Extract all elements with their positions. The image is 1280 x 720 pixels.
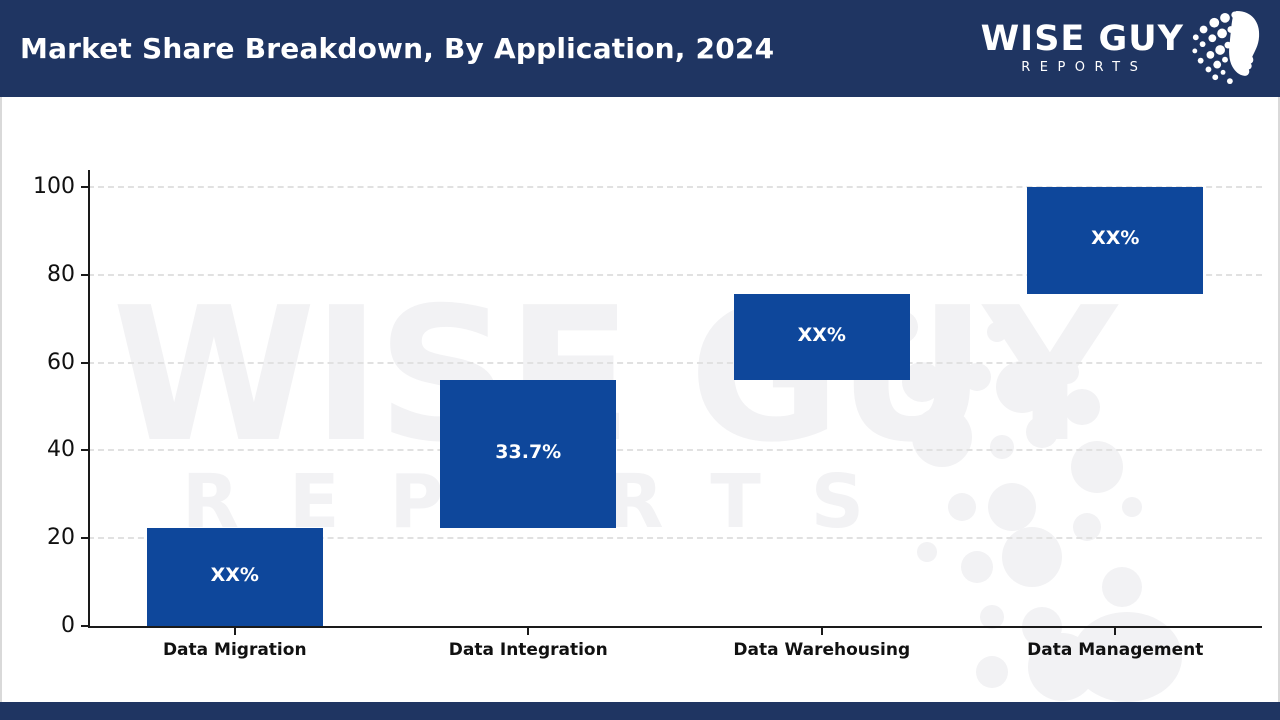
y-tick <box>81 186 88 188</box>
bar <box>1027 187 1204 294</box>
logo-face-icon <box>1192 10 1260 84</box>
gridline <box>88 449 1262 452</box>
x-category-label: Data Management <box>1027 640 1204 660</box>
bar-value-label: XX% <box>797 323 846 346</box>
y-tick-label: 100 <box>33 174 75 199</box>
bar-value-label: XX% <box>1091 227 1140 250</box>
x-tick <box>233 628 236 635</box>
y-tick-label: 60 <box>47 349 75 375</box>
y-tick <box>81 449 88 452</box>
x-category-label: Data Warehousing <box>733 640 911 660</box>
y-axis <box>88 170 90 628</box>
y-tick-label: 40 <box>47 437 75 463</box>
x-tick <box>527 628 530 635</box>
x-tick <box>1114 628 1117 635</box>
gridline <box>88 186 1262 188</box>
bar <box>440 379 617 528</box>
footer-bar <box>0 702 1280 720</box>
bar-value-label: XX% <box>210 563 259 586</box>
y-tick <box>81 625 88 627</box>
gridline <box>88 361 1262 364</box>
gridline <box>88 273 1262 276</box>
x-category-label: Data Migration <box>162 640 307 660</box>
x-axis <box>88 626 1262 628</box>
logo-name: WISE GUY <box>980 19 1184 59</box>
watermark-dots-icon <box>785 311 1182 702</box>
logo-subtitle: REPORTS <box>1021 60 1148 75</box>
header-bar: Market Share Breakdown, By Application, … <box>0 0 1280 97</box>
x-category-label: Data Integration <box>448 640 608 660</box>
x-tick <box>820 628 823 635</box>
y-tick <box>81 273 88 276</box>
y-tick-label: 0 <box>61 613 75 638</box>
y-tick <box>81 361 88 364</box>
chart-title: Market Share Breakdown, By Application, … <box>20 32 775 65</box>
bar <box>733 293 910 380</box>
y-tick-label: 20 <box>47 525 75 551</box>
logo: WISE GUY REPORTS <box>981 8 1262 90</box>
logo-text: WISE GUY REPORTS <box>980 19 1184 76</box>
y-tick-label: 80 <box>47 261 75 287</box>
gridline <box>88 537 1262 540</box>
bar-value-label: 33.7% <box>495 440 562 463</box>
bar <box>146 527 323 626</box>
y-tick <box>81 537 88 540</box>
